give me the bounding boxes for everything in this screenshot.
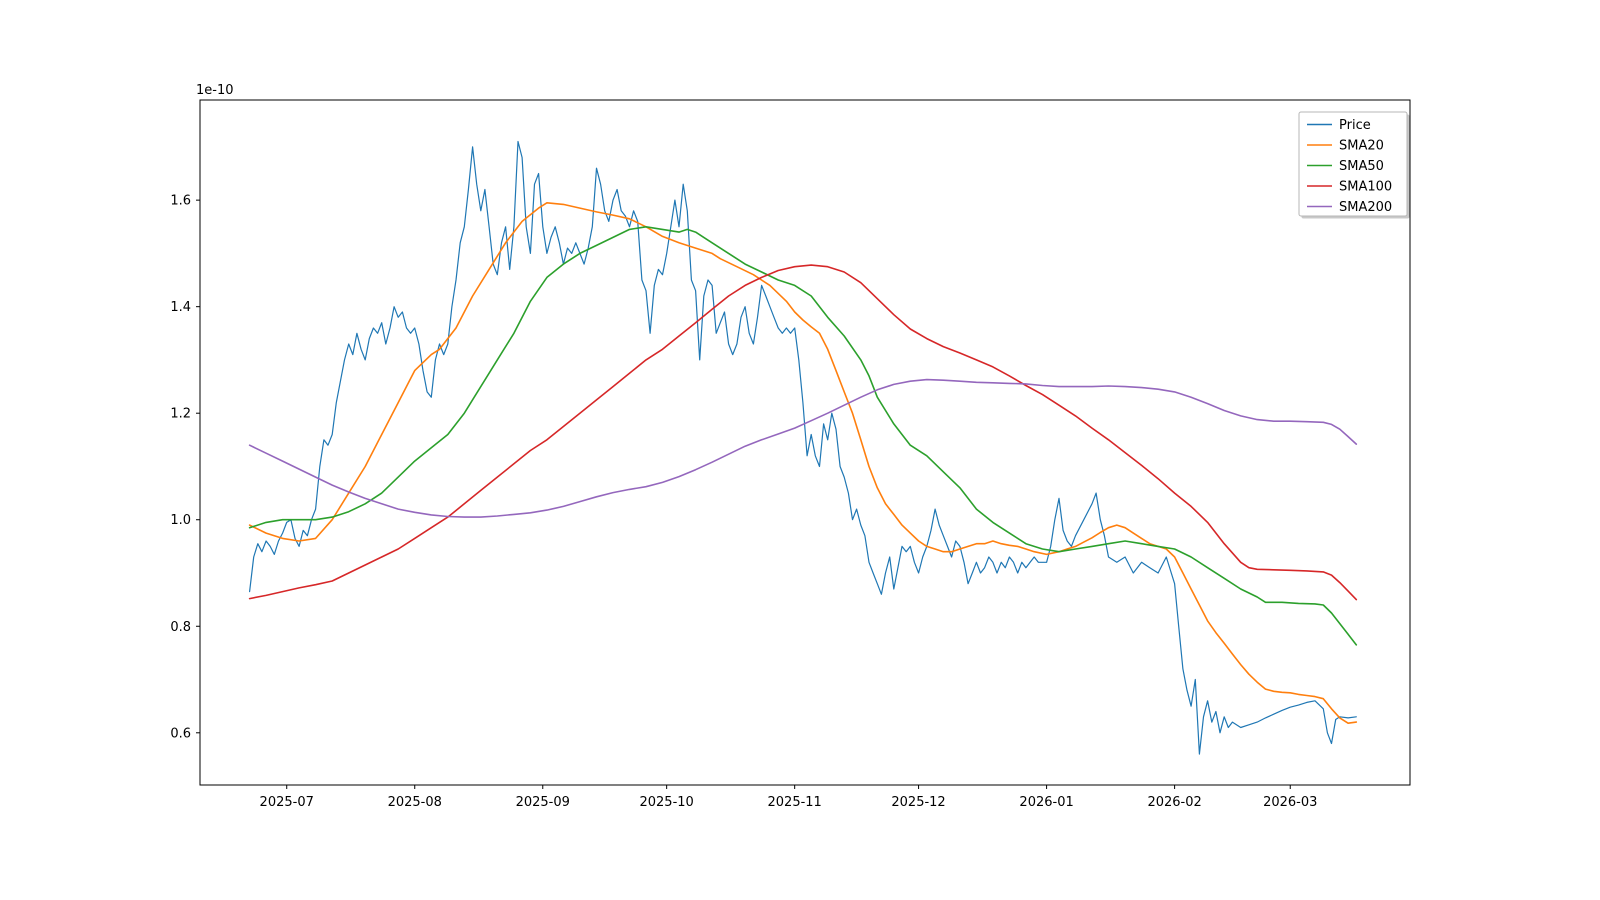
legend-label-sma200: SMA200 (1339, 200, 1392, 215)
legend-label-price: Price (1339, 118, 1371, 133)
x-tick-label: 2026-03 (1263, 795, 1317, 810)
x-tick-label: 2026-01 (1019, 795, 1073, 810)
plot-border (199, 99, 1411, 786)
y-tick-label: 0.6 (170, 726, 191, 741)
x-tick-label: 2025-08 (388, 795, 442, 810)
y-axis-offset-label: 1e-10 (196, 83, 234, 98)
series-line-price (249, 140, 1357, 755)
legend-box (1298, 111, 1408, 217)
y-tick-label: 0.8 (170, 620, 191, 635)
x-tick-label: 2025-11 (768, 795, 822, 810)
x-tick-label: 2025-10 (639, 795, 693, 810)
series-line-sma20 (248, 202, 1358, 725)
legend-label-sma20: SMA20 (1339, 139, 1384, 154)
y-tick-label: 1.6 (170, 194, 191, 209)
legend-label-sma100: SMA100 (1339, 180, 1392, 195)
y-tick-label: 1.0 (170, 513, 191, 528)
series-line-sma50 (248, 226, 1358, 646)
series-line-sma100 (248, 264, 1358, 601)
x-tick-label: 2025-09 (516, 795, 570, 810)
series-line-sma200 (248, 378, 1358, 518)
y-tick-label: 1.2 (170, 407, 191, 422)
x-tick-label: 2026-02 (1147, 795, 1201, 810)
x-tick-label: 2025-07 (260, 795, 314, 810)
y-tick-label: 1.4 (170, 300, 191, 315)
x-tick-label: 2025-12 (891, 795, 945, 810)
legend-label-sma50: SMA50 (1339, 159, 1384, 174)
